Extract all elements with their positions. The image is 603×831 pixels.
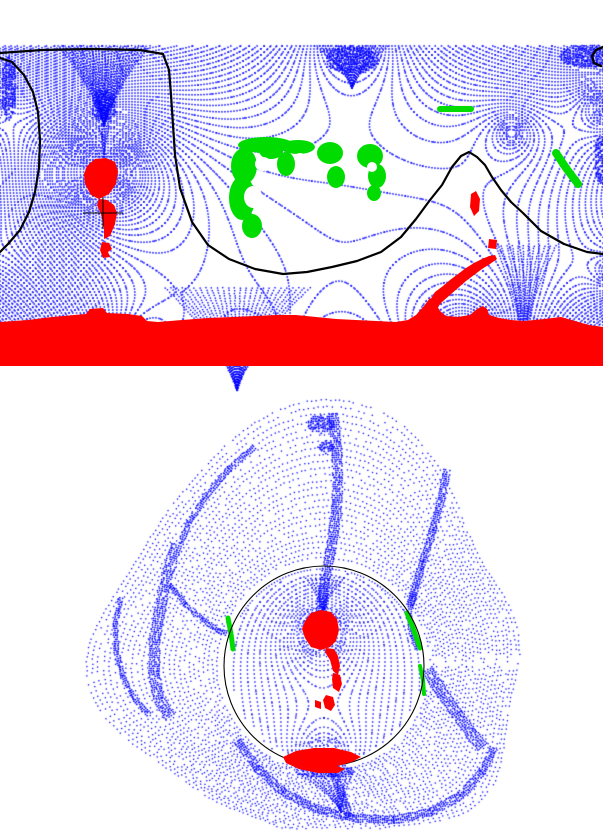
green-dash [437, 106, 474, 112]
sphere-red-spot-2 [315, 700, 321, 709]
sphere-red-tail-2 [332, 673, 342, 692]
neutral-line-main [0, 47, 603, 276]
active-region-tail [97, 199, 117, 239]
active-region-spot [100, 242, 112, 258]
sphere-red-tail-1 [325, 648, 340, 675]
green-region-9 [357, 144, 383, 168]
sphere-green-left-limb [225, 615, 236, 652]
red-spot-square [488, 239, 497, 249]
green-region-11 [367, 185, 381, 201]
green-region-5 [229, 176, 255, 220]
red-bump [478, 307, 488, 315]
green-region-1 [281, 140, 315, 154]
red-sliver [470, 191, 480, 216]
green-region-6 [242, 214, 262, 238]
green-region-4 [231, 148, 257, 184]
sphere-red-blob [302, 610, 339, 650]
neutral-line-right-edge [590, 45, 603, 68]
green-region-8 [259, 143, 283, 159]
green-hole-0 [255, 157, 271, 171]
green-hole-3 [294, 153, 306, 163]
active-region-blob [84, 158, 118, 199]
south-polar-cap-band [0, 298, 603, 366]
green-region-7 [277, 152, 295, 176]
neutral-line-left [0, 56, 42, 254]
green-streak [552, 149, 582, 188]
green-hole-1 [244, 186, 262, 208]
solar-disk-limb [223, 565, 425, 767]
red-streak [429, 255, 497, 308]
green-hole-2 [367, 162, 377, 172]
sphere-red-patch [283, 748, 361, 773]
sphere-red-spot-1 [323, 695, 335, 711]
green-region-2 [317, 142, 343, 164]
green-region-3 [327, 166, 345, 188]
sphere-green-right-upper [404, 610, 423, 651]
